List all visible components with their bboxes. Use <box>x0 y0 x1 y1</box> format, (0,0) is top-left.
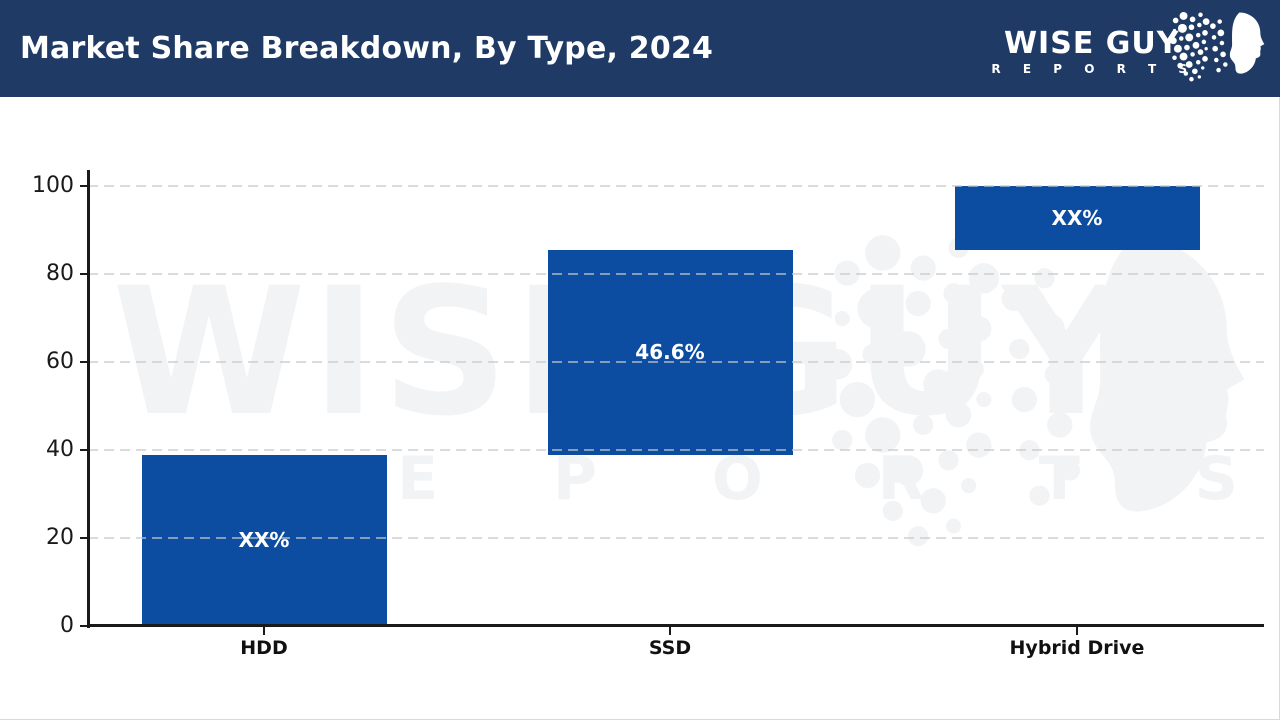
y-tick-mark-20 <box>80 537 88 539</box>
y-tick-label-40: 40 <box>46 437 74 462</box>
bar-value-label: XX% <box>1051 205 1103 230</box>
y-tick-label-80: 80 <box>46 261 74 286</box>
y-tick-label-20: 20 <box>46 525 74 550</box>
y-tick-label-0: 0 <box>60 613 74 638</box>
chart-area: WISE GUY R E P O R T S 0 20 40 60 80 100 XX% HD… <box>0 97 1280 720</box>
y-tick-mark-100 <box>80 185 88 187</box>
logo-subtitle: R E P O R T S <box>991 61 1196 76</box>
gridline-100 <box>88 185 1264 187</box>
x-category-label: Hybrid Drive <box>1009 637 1145 659</box>
bar-value-label: 46.6% <box>635 340 705 365</box>
gridline-20 <box>88 537 1264 539</box>
gridline-60 <box>88 361 1264 363</box>
x-axis-line <box>87 624 1264 627</box>
y-tick-label-60: 60 <box>46 349 74 374</box>
bar-hdd <box>141 454 387 626</box>
y-tick-mark-60 <box>80 361 88 363</box>
dotted-head-profile-watermark <box>822 235 1245 547</box>
x-tick-mark-2 <box>669 627 671 635</box>
logo-wordmark: WISE GUY <box>1003 26 1180 62</box>
wise-guy-reports-logo: WISE GUY R E P O R T S <box>987 6 1266 94</box>
logo-text: WISE GUY R E P O R T S <box>987 28 1196 76</box>
gridline-80 <box>88 273 1264 275</box>
x-category-label: SSD <box>648 637 692 659</box>
y-tick-mark-80 <box>80 273 88 275</box>
x-tick-mark-3 <box>1076 627 1078 635</box>
x-tick-mark-1 <box>263 627 265 635</box>
gridline-40 <box>88 449 1264 451</box>
y-tick-label-100: 100 <box>32 173 74 198</box>
page-title: Market Share Breakdown, By Type, 2024 <box>20 31 714 66</box>
bar-hybrid-drive <box>954 186 1200 250</box>
bar-value-label: XX% <box>238 528 290 553</box>
bar-ssd <box>547 249 793 455</box>
y-axis-line <box>87 170 90 628</box>
x-category-label: HDD <box>240 637 288 659</box>
y-tick-mark-0 <box>80 625 88 627</box>
y-tick-mark-40 <box>80 449 88 451</box>
header-bar: Market Share Breakdown, By Type, 2024 WI… <box>0 0 1280 97</box>
dotted-head-profile-icon <box>1170 11 1265 82</box>
